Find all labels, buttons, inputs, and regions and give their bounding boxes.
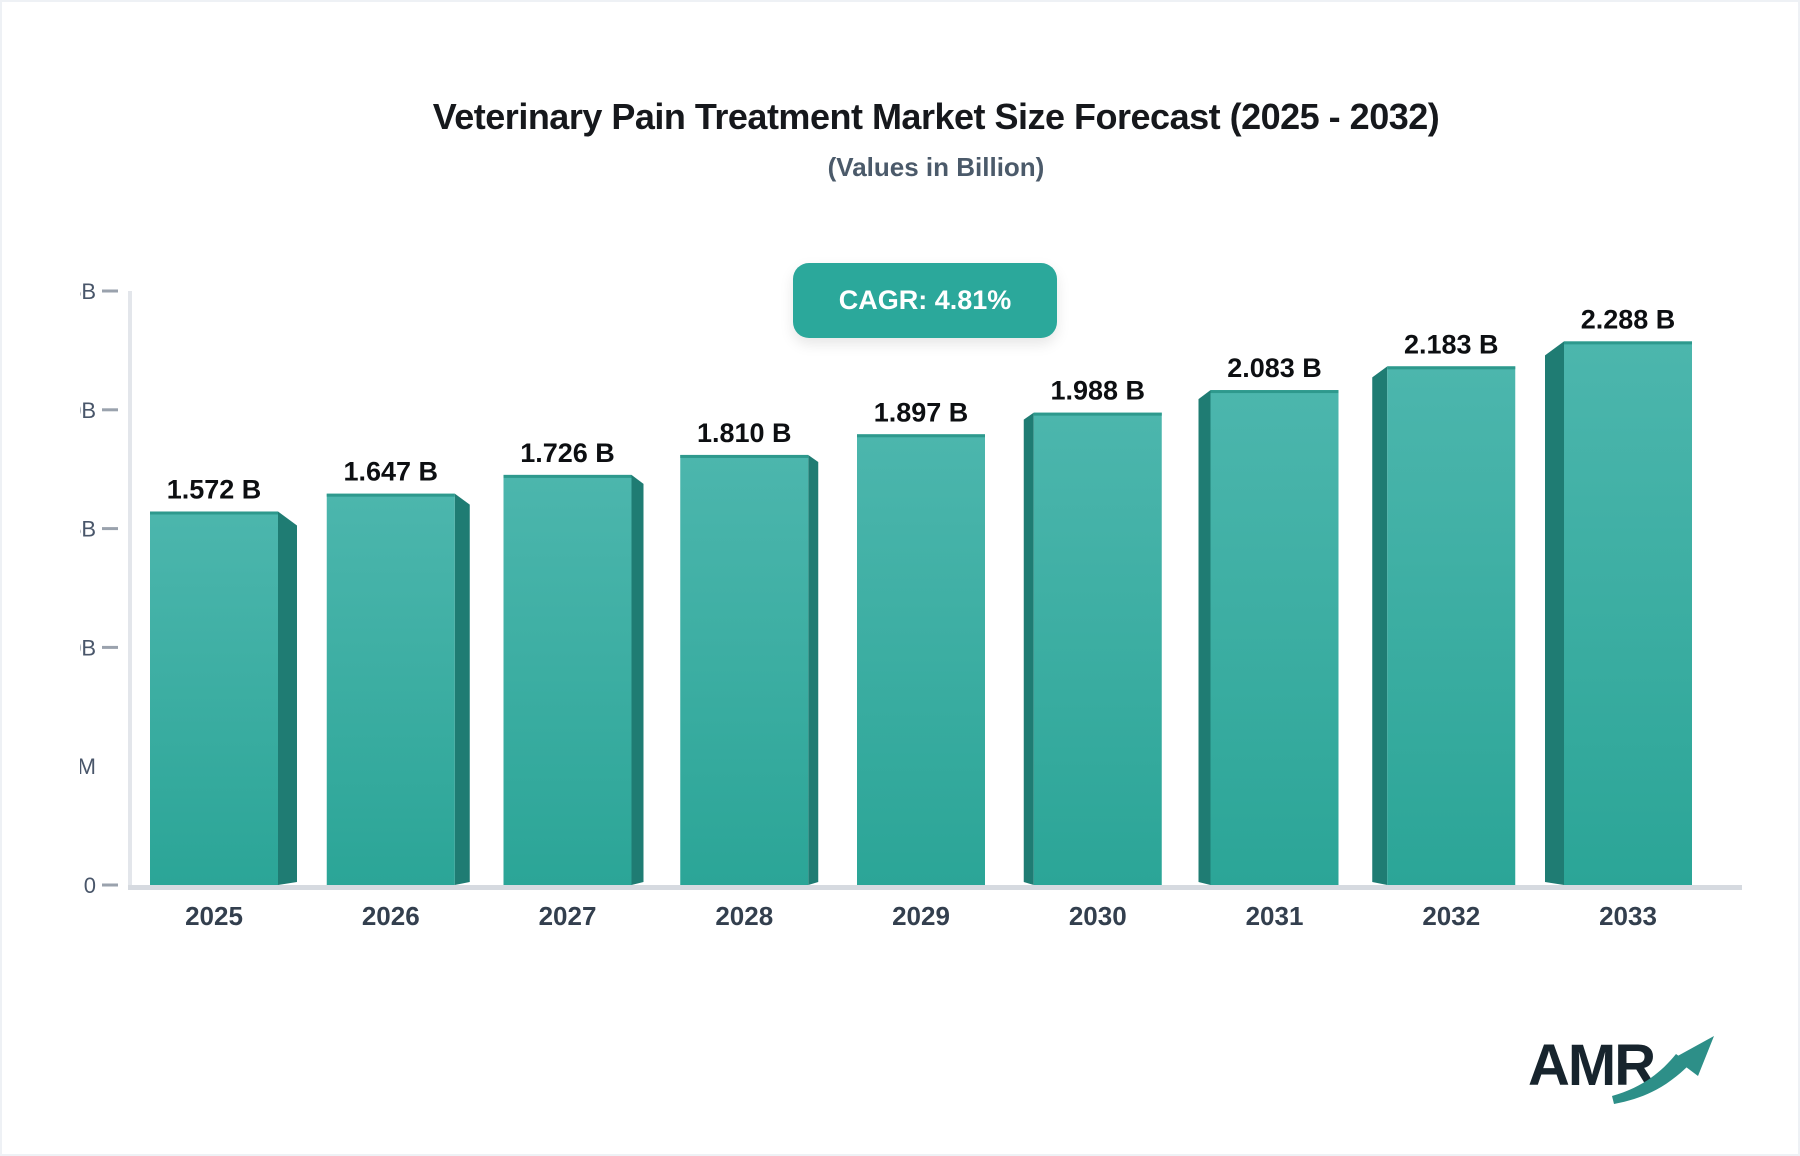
bar-side-face [631,474,644,885]
y-axis-line [128,291,132,890]
x-axis-label: 2029 [892,901,950,931]
chart-area: 2.5B 2.0B 1.5B 1.0B 500.0M 0 1.572 B 2025 1.647 … [23,240,1760,940]
y-tick-label: 0 [84,873,96,898]
bar-top-edge [857,434,985,438]
bar [1564,341,1692,885]
chart-generated: 2.5B 2.0B 1.5B 1.0B 500.0M 0 1.572 B 2025 1.647 … [23,279,1742,931]
bar-top-edge [680,454,809,458]
bar-value-label: 1.572 B [167,474,262,504]
y-tick [102,645,118,649]
bar-side-face [1023,412,1034,885]
bar-side-face [278,511,297,885]
x-axis-label: 2033 [1599,901,1657,931]
bar-side-face [1372,366,1388,885]
bar-value-label: 1.897 B [874,397,969,427]
y-tick [102,527,118,531]
amr-logo-text: AMR [1528,1033,1656,1098]
chart-title: Veterinary Pain Treatment Market Size Fo… [432,96,1440,137]
bar-value-label: 2.288 B [1581,304,1676,334]
bar-value-label: 2.083 B [1227,353,1322,383]
bar-value-label: 1.647 B [343,457,438,487]
bar-top-edge [1387,366,1516,370]
bar-side-face [1545,341,1564,885]
y-tick-label: 500.0M [80,754,96,779]
bar [857,434,985,885]
bar [1387,366,1516,885]
bar-value-label: 2.183 B [1404,329,1499,359]
x-axis-label: 2027 [539,901,597,931]
y-tick [102,289,118,293]
y-tick-label: 2.5B [80,279,96,304]
bar-top-edge [503,474,632,478]
y-tick [102,408,118,412]
bar-top-edge [1564,341,1692,345]
bar-value-label: 1.726 B [520,438,615,468]
x-axis-label: 2025 [185,901,243,931]
bar-side-face [1198,390,1211,885]
bar [1210,390,1339,885]
chart-svg: 2.5B 2.0B 1.5B 1.0B 500.0M 0 1.572 B 2025 1.647 … [23,279,1742,931]
bar-side-face [454,493,470,885]
y-tick-label: 1.5B [80,517,96,542]
y-tick-label: 1.0B [80,635,96,660]
bar-top-edge [150,511,278,515]
bar [150,511,278,885]
chart-header: Veterinary Pain Treatment Market Size Fo… [130,96,1742,183]
cagr-badge: CAGR: 4.81% [793,263,1057,338]
y-tick-label: 2.0B [80,398,96,423]
y-tick [102,883,118,887]
x-axis-label: 2030 [1069,901,1127,931]
bar-top-edge [1210,390,1339,394]
x-axis-label: 2032 [1422,901,1480,931]
cagr-badge-label: CAGR: 4.81% [838,285,1012,315]
bar-value-label: 1.988 B [1050,376,1145,406]
bar [326,493,455,885]
bar-top-edge [326,493,455,497]
bar-side-face [808,454,819,885]
bar-value-label: 1.810 B [697,418,792,448]
x-axis-label: 2026 [362,901,420,931]
amr-logo-arrow-icon [1612,1036,1714,1104]
amr-logo: AMR [1528,1032,1728,1112]
x-baseline [128,885,1742,890]
bar [680,454,809,885]
bar [503,474,632,885]
chart-subtitle: (Values in Billion) [827,152,1045,182]
x-axis-label: 2031 [1246,901,1304,931]
bar [1033,412,1162,885]
bar-top-edge [1033,412,1162,416]
x-axis-label: 2028 [715,901,773,931]
